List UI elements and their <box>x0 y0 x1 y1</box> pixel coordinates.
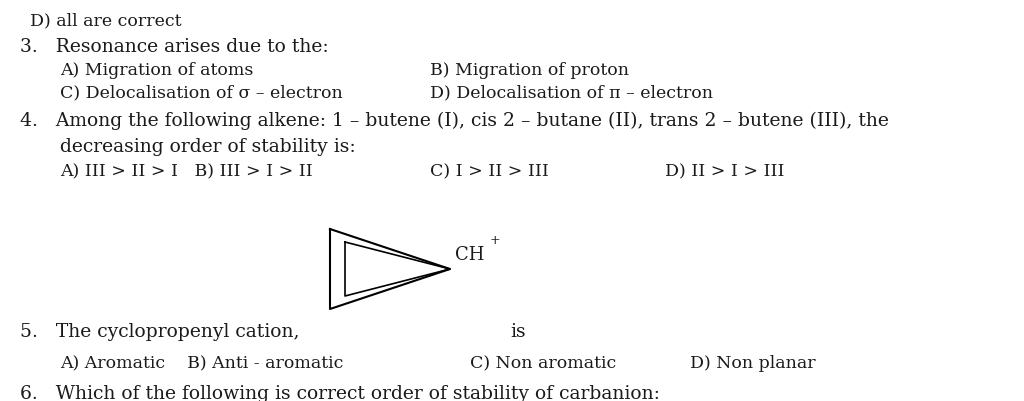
Text: C) Non aromatic: C) Non aromatic <box>470 354 616 371</box>
Text: 4.   Among the following alkene: 1 – butene (I), cis 2 – butane (II), trans 2 – : 4. Among the following alkene: 1 – buten… <box>20 112 889 130</box>
Text: D) Delocalisation of π – electron: D) Delocalisation of π – electron <box>430 84 713 101</box>
Text: D) II > I > III: D) II > I > III <box>665 162 784 180</box>
Text: B) Migration of proton: B) Migration of proton <box>430 62 629 79</box>
Text: A) Migration of atoms: A) Migration of atoms <box>60 62 253 79</box>
Text: CH: CH <box>455 245 484 263</box>
Text: C) I > II > III: C) I > II > III <box>430 162 549 180</box>
Text: C) Delocalisation of σ – electron: C) Delocalisation of σ – electron <box>60 84 343 101</box>
Text: 5.   The cyclopropenyl cation,: 5. The cyclopropenyl cation, <box>20 322 299 340</box>
Text: 6.   Which of the following is correct order of stability of carbanion:: 6. Which of the following is correct ord… <box>20 384 659 401</box>
Text: A) Aromatic    B) Anti - aromatic: A) Aromatic B) Anti - aromatic <box>60 354 343 371</box>
Text: is: is <box>510 322 525 340</box>
Text: D) all are correct: D) all are correct <box>30 12 181 29</box>
Text: +: + <box>490 233 501 246</box>
Text: 3.   Resonance arises due to the:: 3. Resonance arises due to the: <box>20 38 329 56</box>
Text: A) III > II > I   B) III > I > II: A) III > II > I B) III > I > II <box>60 162 312 180</box>
Text: decreasing order of stability is:: decreasing order of stability is: <box>60 138 355 156</box>
Text: D) Non planar: D) Non planar <box>690 354 816 371</box>
